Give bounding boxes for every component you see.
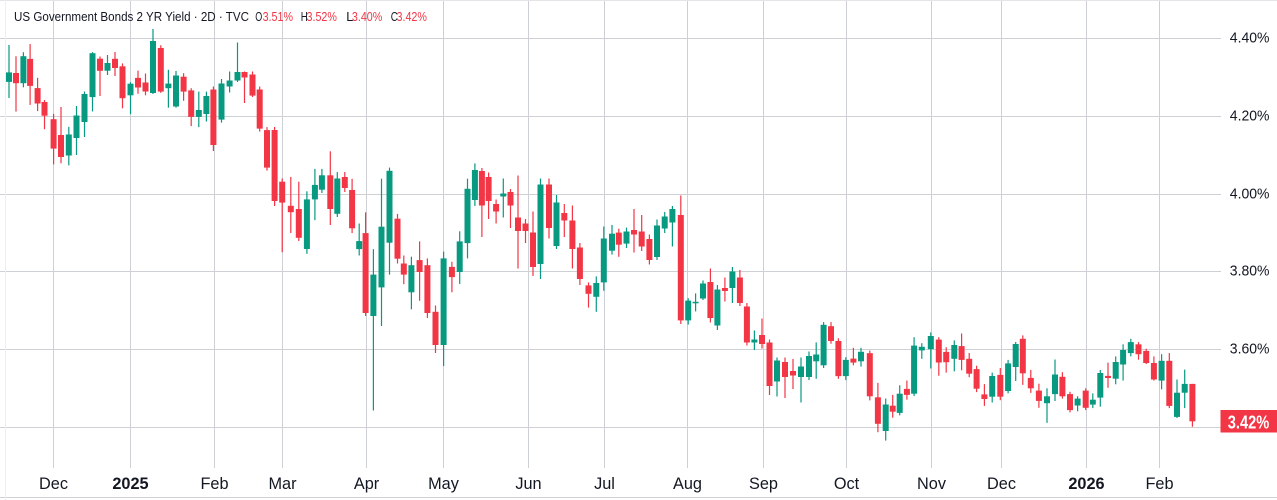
svg-text:May: May xyxy=(428,475,460,493)
svg-text:L: L xyxy=(346,9,353,24)
svg-text:Nov: Nov xyxy=(917,475,947,493)
svg-text:4.40%: 4.40% xyxy=(1230,30,1270,47)
svg-text:3.52%: 3.52% xyxy=(307,9,338,24)
svg-text:3.51%: 3.51% xyxy=(263,9,294,24)
svg-text:3.80%: 3.80% xyxy=(1230,263,1270,280)
svg-text:Apr: Apr xyxy=(354,475,380,493)
svg-text:2025: 2025 xyxy=(112,475,148,493)
svg-text:3.40%: 3.40% xyxy=(352,9,383,24)
svg-text:Mar: Mar xyxy=(268,475,297,493)
svg-text:3.60%: 3.60% xyxy=(1230,341,1270,358)
svg-text:Jun: Jun xyxy=(515,475,541,493)
svg-text:Feb: Feb xyxy=(200,475,228,493)
svg-text:H: H xyxy=(301,9,308,24)
svg-text:Dec: Dec xyxy=(987,475,1016,493)
svg-text:Dec: Dec xyxy=(39,475,68,493)
svg-text:Jul: Jul xyxy=(594,475,615,493)
svg-text:O: O xyxy=(255,9,262,24)
svg-text:Sep: Sep xyxy=(749,475,778,493)
svg-text:4.20%: 4.20% xyxy=(1230,108,1270,125)
svg-text:Aug: Aug xyxy=(673,475,702,493)
svg-text:2026: 2026 xyxy=(1068,475,1104,493)
svg-text:C: C xyxy=(391,9,398,24)
svg-text:3.42%: 3.42% xyxy=(397,9,428,24)
svg-text:Feb: Feb xyxy=(1145,475,1173,493)
svg-text:4.00%: 4.00% xyxy=(1230,186,1270,203)
svg-text:US Government Bonds 2 YR Yield: US Government Bonds 2 YR Yield · 2D · TV… xyxy=(14,9,249,24)
svg-text:3.42%: 3.42% xyxy=(1228,413,1270,433)
svg-text:Oct: Oct xyxy=(834,475,860,493)
